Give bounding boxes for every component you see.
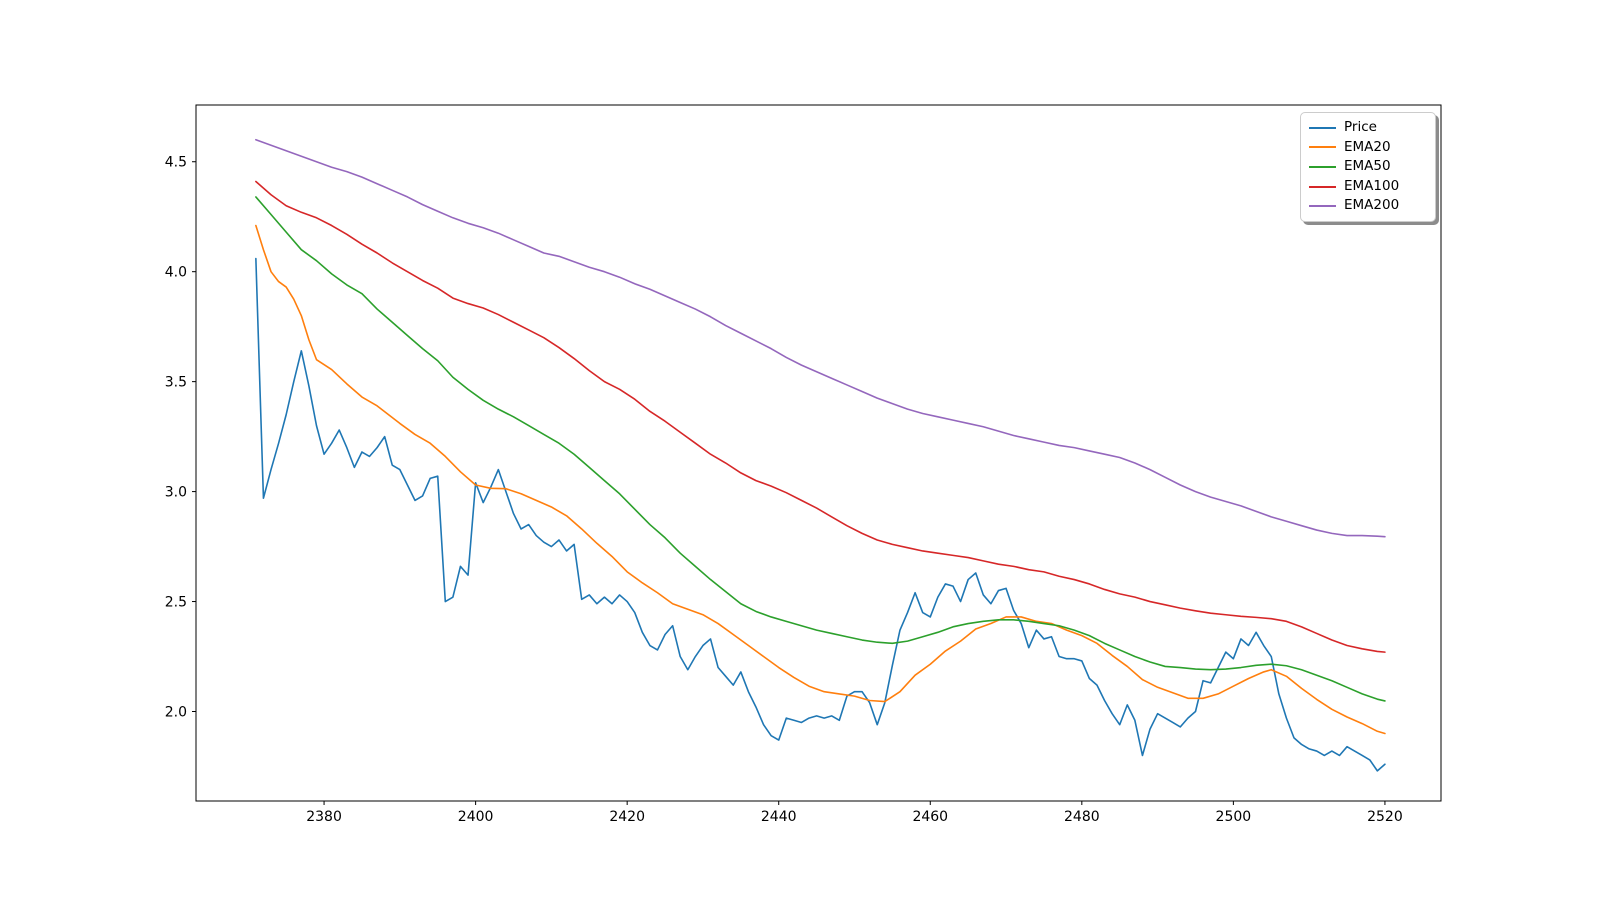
y-tick-label: 3.0 bbox=[165, 485, 187, 501]
legend-swatch-ema50 bbox=[1309, 165, 1336, 168]
legend-item-ema200: EMA200 bbox=[1309, 196, 1426, 216]
ema100-line bbox=[255, 180, 1386, 653]
ema200-line bbox=[255, 138, 1386, 538]
x-tick-label: 2420 bbox=[609, 809, 645, 825]
legend-label: EMA20 bbox=[1344, 138, 1391, 155]
y-tick-label: 2.5 bbox=[165, 595, 187, 611]
x-tick-label: 2520 bbox=[1367, 809, 1403, 825]
legend-swatch-price bbox=[1309, 126, 1336, 129]
x-tick-label: 2500 bbox=[1216, 809, 1252, 825]
y-tick-label: 3.5 bbox=[165, 375, 187, 391]
legend-swatch-ema100 bbox=[1309, 185, 1336, 188]
x-tick-label: 2460 bbox=[912, 809, 948, 825]
legend-swatch-ema200 bbox=[1309, 205, 1336, 208]
legend-item-ema100: EMA100 bbox=[1309, 177, 1426, 197]
legend: Price EMA20 EMA50 EMA100 EMA200 bbox=[1300, 112, 1436, 222]
price-line bbox=[255, 257, 1386, 772]
legend-label: EMA200 bbox=[1344, 197, 1400, 214]
legend-item-price: Price bbox=[1309, 118, 1426, 138]
series-group bbox=[255, 138, 1386, 772]
legend-label: Price bbox=[1344, 119, 1377, 136]
legend-label: EMA100 bbox=[1344, 177, 1400, 194]
y-tick-label: 2.0 bbox=[165, 704, 187, 720]
legend-label: EMA50 bbox=[1344, 158, 1391, 175]
plot-area bbox=[196, 105, 1441, 801]
ema20-line bbox=[255, 224, 1386, 735]
x-tick-label: 2400 bbox=[458, 809, 494, 825]
ema50-line bbox=[255, 196, 1386, 702]
x-tick-label: 2480 bbox=[1064, 809, 1100, 825]
y-tick-label: 4.5 bbox=[165, 155, 187, 171]
axes-spines bbox=[195, 104, 1442, 802]
legend-item-ema50: EMA50 bbox=[1309, 157, 1426, 177]
x-tick-label: 2440 bbox=[761, 809, 797, 825]
y-tick-label: 4.0 bbox=[165, 265, 187, 281]
legend-item-ema20: EMA20 bbox=[1309, 138, 1426, 158]
x-tick-label: 2380 bbox=[306, 809, 342, 825]
legend-swatch-ema20 bbox=[1309, 146, 1336, 149]
